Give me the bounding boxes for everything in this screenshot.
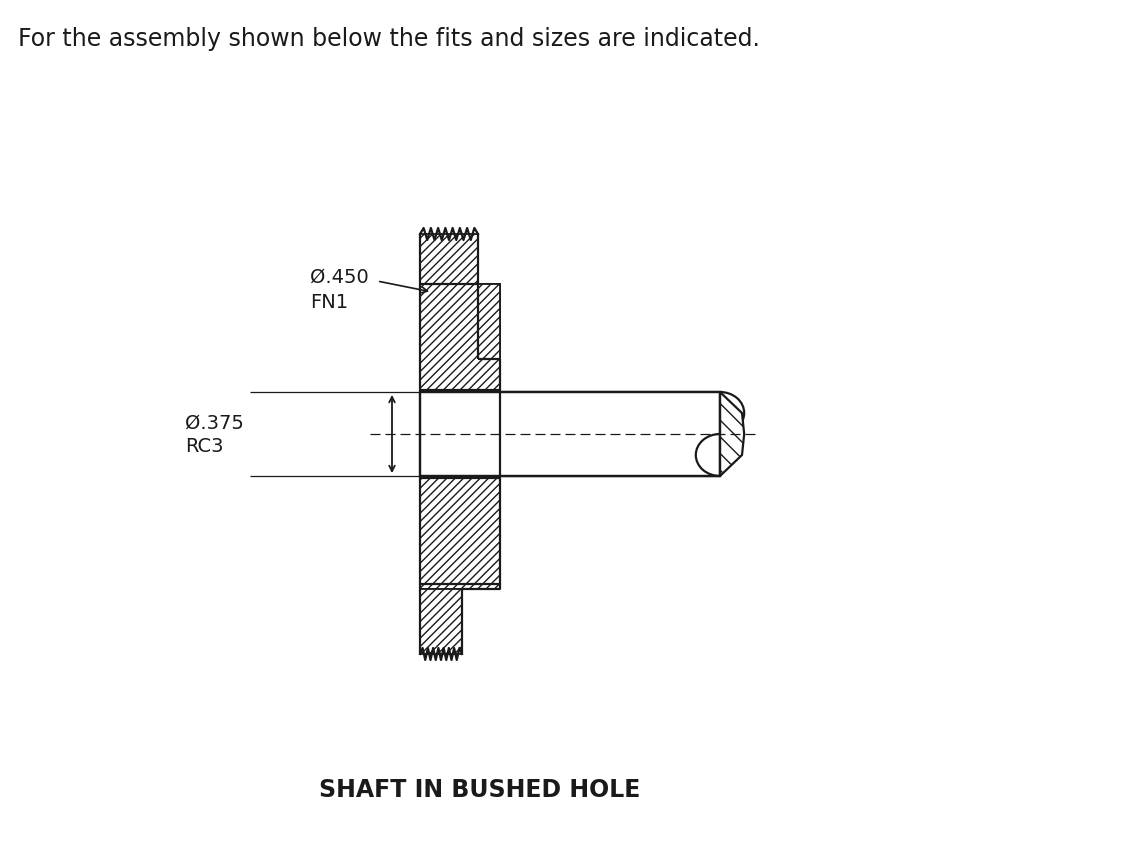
Text: For the assembly shown below the fits and sizes are indicated.: For the assembly shown below the fits an… [18, 27, 760, 51]
Text: FN1: FN1 [310, 293, 348, 312]
Polygon shape [420, 391, 500, 392]
Text: SHAFT IN BUSHED HOLE: SHAFT IN BUSHED HOLE [320, 777, 640, 801]
Polygon shape [420, 284, 500, 360]
Polygon shape [420, 589, 462, 654]
Polygon shape [420, 479, 500, 584]
Text: RC3: RC3 [185, 437, 223, 456]
Polygon shape [420, 235, 478, 360]
Polygon shape [719, 392, 744, 476]
Text: Ø.375: Ø.375 [185, 413, 244, 432]
Bar [420, 392, 719, 476]
Text: Ø.450: Ø.450 [310, 268, 368, 286]
Polygon shape [420, 476, 500, 479]
Bar [500, 392, 719, 476]
Polygon shape [420, 284, 500, 391]
Polygon shape [420, 584, 500, 589]
